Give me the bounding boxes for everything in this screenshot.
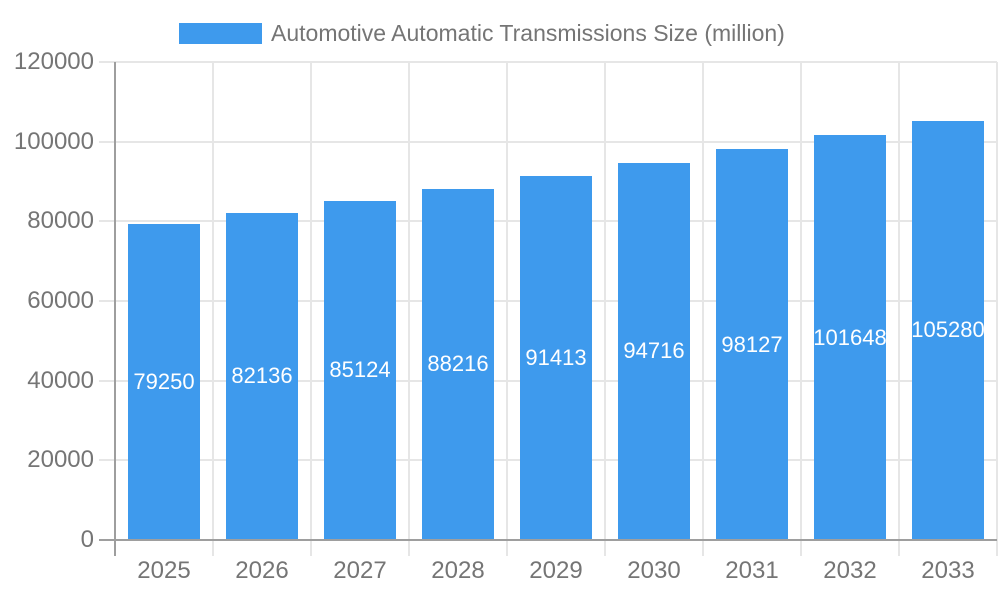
x-tick-label: 2029 <box>529 557 583 584</box>
bar[interactable] <box>814 135 886 540</box>
x-tick-label: 2026 <box>235 557 289 584</box>
x-gridline <box>408 62 410 556</box>
x-tick-label: 2033 <box>921 557 975 584</box>
y-tick-label: 100000 <box>13 127 94 155</box>
x-tick-label: 2025 <box>137 557 191 584</box>
x-gridline <box>310 62 312 556</box>
y-tick-label: 20000 <box>27 446 94 474</box>
x-axis-line <box>99 539 997 541</box>
x-gridline <box>898 62 900 556</box>
y-tick-mark <box>99 61 115 63</box>
y-tick-mark <box>99 459 115 462</box>
bar[interactable] <box>422 188 494 540</box>
x-gridline <box>702 62 704 556</box>
legend-label: Automotive Automatic Transmissions Size … <box>271 20 785 46</box>
y-tick-mark <box>99 140 115 143</box>
bar[interactable] <box>716 149 788 540</box>
bar[interactable] <box>520 175 592 540</box>
x-tick-label: 2030 <box>627 557 681 584</box>
y-tick-label: 80000 <box>27 207 94 235</box>
y-tick-mark <box>99 300 115 302</box>
legend-swatch <box>179 23 262 44</box>
x-tick-label: 2032 <box>823 557 877 584</box>
y-tick-label: 60000 <box>27 287 94 314</box>
bar[interactable] <box>226 212 298 540</box>
legend: Automotive Automatic Transmissions Size … <box>0 0 1000 56</box>
bar[interactable] <box>324 200 396 540</box>
x-gridline <box>604 62 606 556</box>
x-tick-label: 2028 <box>431 557 485 584</box>
bar[interactable] <box>128 224 200 540</box>
y-gridline <box>115 61 997 63</box>
x-tick-label: 2027 <box>333 557 387 584</box>
y-tick-label: 0 <box>80 526 94 553</box>
x-gridline <box>996 62 998 556</box>
y-axis-line <box>114 62 116 556</box>
bar[interactable] <box>912 120 984 540</box>
y-tick-mark <box>99 220 115 223</box>
y-tick-mark <box>99 379 115 382</box>
y-tick-label: 120000 <box>13 48 94 75</box>
bar[interactable] <box>618 162 690 540</box>
x-gridline <box>212 62 214 556</box>
x-gridline <box>800 62 802 556</box>
y-tick-label: 40000 <box>27 366 94 394</box>
y-gridline <box>115 140 997 143</box>
x-gridline <box>506 62 508 556</box>
x-tick-label: 2031 <box>725 557 779 584</box>
